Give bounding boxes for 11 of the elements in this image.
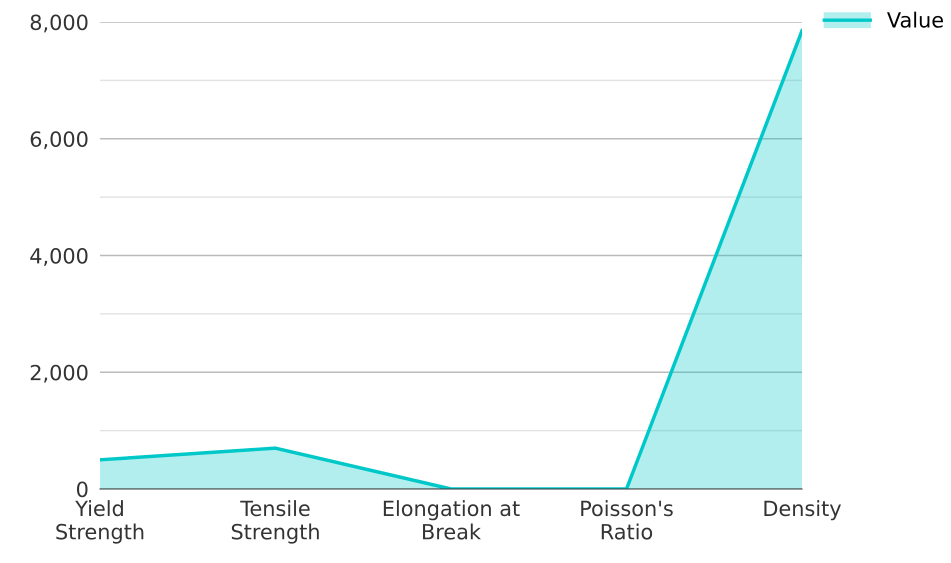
x-tick-label: Yield Strength [56,500,144,544]
y-tick-label: 4,000 [30,248,88,266]
y-tick-label: 8,000 [30,14,88,32]
x-tick-label: Elongation at Break [384,500,520,540]
x-tick-label: Tensile Strength [232,500,319,544]
x-tick-label: Poisson's Ratio [581,500,673,540]
legend-label: Value [887,12,943,28]
y-tick-label: 6,000 [30,131,88,150]
y-tick-label: 0 [77,481,88,498]
y-tick-label: 2,000 [30,364,88,383]
x-tick-label: Density [764,500,841,520]
